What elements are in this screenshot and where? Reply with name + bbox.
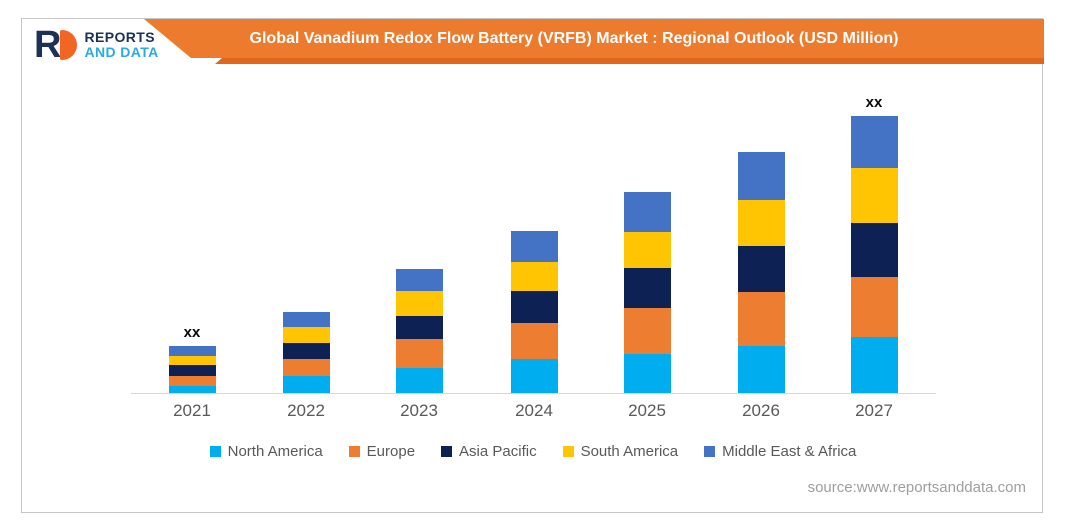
legend-item: South America xyxy=(562,443,679,460)
chart-title: Global Vanadium Redox Flow Battery (VRFB… xyxy=(249,29,899,47)
stacked-bar-2022 xyxy=(282,312,330,393)
legend-swatch xyxy=(209,446,221,457)
x-axis-label-2026: 2026 xyxy=(742,401,780,420)
logo-wordmark-line2: AND DATA xyxy=(84,44,159,60)
bar-segment xyxy=(850,223,898,277)
bar-segment xyxy=(282,312,330,327)
bar-segment xyxy=(850,277,898,337)
logo-wordmark-line1: REPORTS xyxy=(84,29,155,45)
reports-and-data-logo: R REPORTS AND DATA xyxy=(34,24,159,66)
legend-item: Europe xyxy=(348,443,416,460)
bar-segment xyxy=(395,368,443,393)
bar-segment xyxy=(623,232,671,268)
x-axis-label-2024: 2024 xyxy=(515,401,553,420)
bar-segment xyxy=(168,376,216,386)
plot-area: xx xx xyxy=(131,91,936,394)
title-banner: Global Vanadium Redox Flow Battery (VRFB… xyxy=(144,19,1044,58)
source-note: source:www.reportsanddata.com xyxy=(807,479,1026,496)
bar-segment xyxy=(510,291,558,323)
bar-segment xyxy=(282,327,330,343)
bar-segment xyxy=(737,200,785,246)
legend-label: Middle East & Africa xyxy=(722,443,857,460)
stacked-bar-2027 xyxy=(850,116,898,393)
x-axis-labels: 2021 2022 2023 2024 2025 2026 2027 xyxy=(131,401,936,425)
bar-segment xyxy=(850,116,898,168)
bar-segment xyxy=(168,356,216,365)
bar-segment xyxy=(850,337,898,393)
bar-segment xyxy=(623,308,671,354)
bar-segment xyxy=(282,376,330,393)
bar-segment xyxy=(395,269,443,291)
bar-segment xyxy=(168,386,216,393)
legend-label: Europe xyxy=(366,443,416,460)
stacked-bar-2023 xyxy=(395,269,443,393)
legend-item: Asia Pacific xyxy=(441,443,537,460)
logo-d-glyph xyxy=(60,30,78,60)
bar-segment xyxy=(737,292,785,346)
stacked-bar-2021 xyxy=(168,346,216,393)
bar-segment xyxy=(510,231,558,262)
legend-item: North America xyxy=(209,443,323,460)
bar-segment xyxy=(510,359,558,393)
x-axis-label-2021: 2021 xyxy=(173,401,211,420)
bar-segment xyxy=(623,268,671,308)
report-card: R REPORTS AND DATA Global Vanadium Redox… xyxy=(21,18,1044,513)
logo-wordmark: REPORTS AND DATA xyxy=(84,30,158,60)
legend-swatch xyxy=(441,446,453,457)
bar-value-label: xx xyxy=(183,324,201,341)
stacked-bar-2024 xyxy=(510,231,558,393)
bar-value-label: xx xyxy=(865,94,883,111)
x-axis-label-2025: 2025 xyxy=(628,401,666,420)
legend: North America Europe Asia Pacific South Ame… xyxy=(22,443,1044,460)
bar-segment xyxy=(623,192,671,232)
bar-segment xyxy=(737,346,785,393)
title-banner-shadow xyxy=(215,58,1044,64)
legend-swatch xyxy=(348,446,360,457)
bar-segment xyxy=(395,316,443,339)
stacked-bar-2026 xyxy=(737,152,785,393)
stacked-bar-2025 xyxy=(623,192,671,393)
x-axis-label-2027: 2027 xyxy=(855,401,893,420)
legend-item: Middle East & Africa xyxy=(704,443,856,460)
legend-label: North America xyxy=(227,443,323,460)
bar-segment xyxy=(623,354,671,393)
bar-segment xyxy=(282,343,330,359)
logo-r-glyph: R xyxy=(34,24,61,66)
legend-label: Asia Pacific xyxy=(459,443,537,460)
bar-segment xyxy=(737,152,785,200)
bar-segment xyxy=(850,168,898,223)
bar-segment xyxy=(395,291,443,316)
bar-segment xyxy=(395,339,443,368)
legend-swatch xyxy=(562,446,574,457)
bar-segment xyxy=(168,365,216,376)
bar-segment xyxy=(510,323,558,359)
bar-segment xyxy=(737,246,785,292)
x-axis-label-2023: 2023 xyxy=(400,401,438,420)
legend-label: South America xyxy=(580,443,679,460)
bar-segment xyxy=(510,262,558,291)
bar-segment xyxy=(282,359,330,376)
x-axis-label-2022: 2022 xyxy=(287,401,325,420)
bar-segment xyxy=(168,346,216,356)
legend-swatch xyxy=(704,446,716,457)
